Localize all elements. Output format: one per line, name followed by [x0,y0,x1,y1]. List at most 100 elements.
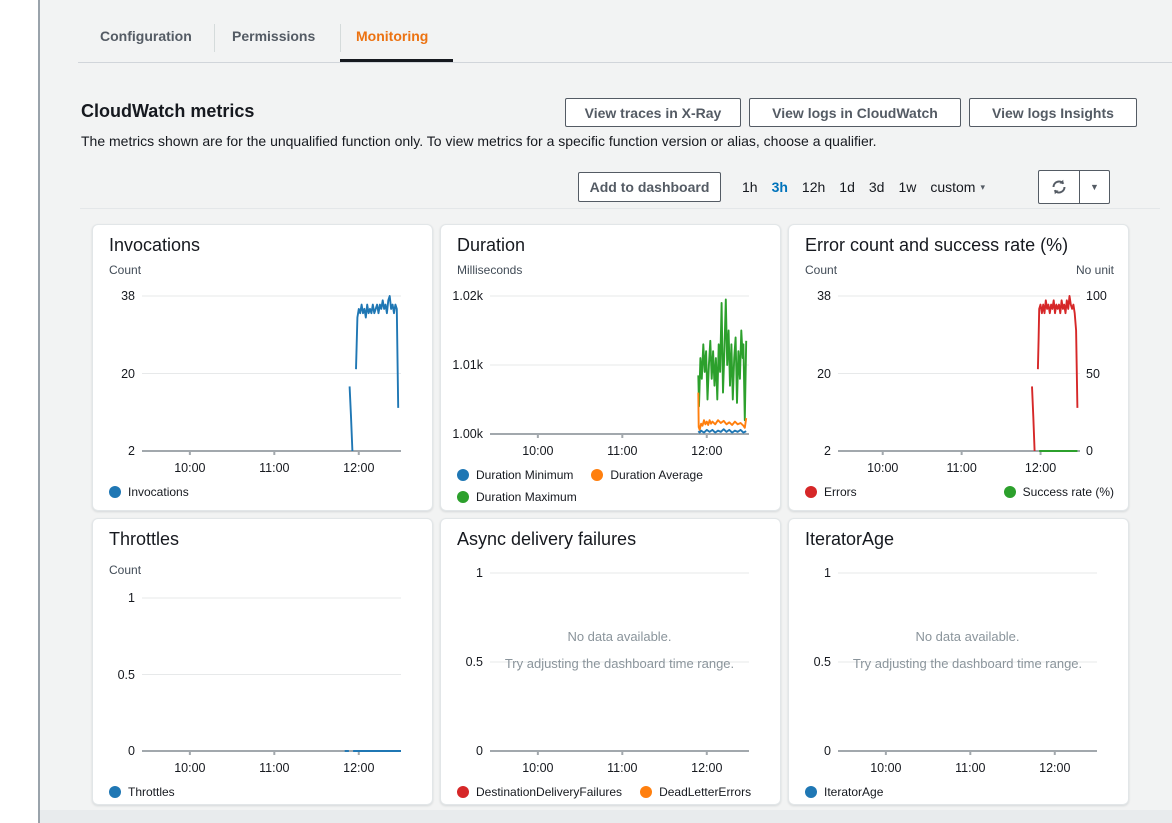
chart-plot-invocations[interactable] [93,225,434,512]
legend-color-dot [640,786,653,798]
time-range-custom[interactable]: custom [930,179,976,195]
time-range-3d[interactable]: 3d [868,179,885,195]
tab-monitoring[interactable]: Monitoring [356,28,429,44]
chart-legend: Duration Maximum [457,490,766,504]
legend-label: Duration Minimum [476,468,574,482]
y-axis-tick-label: 38 [121,289,135,303]
legend-color-dot [591,469,604,481]
y-axis-tick-label: 2 [128,444,135,458]
y-axis-tick-label: 38 [817,289,831,303]
view-traces-xray-button[interactable]: View traces in X-Ray [565,98,741,127]
no-data-subtitle: Try adjusting the dashboard time range. [504,656,735,671]
y-axis-tick-label: 2 [824,444,831,458]
x-axis-tick-label: 10:00 [174,461,206,475]
chart-title: Duration [457,235,526,255]
series-line-errors [1036,295,1079,408]
y-axis-tick-label: 0 [128,744,135,758]
y-axis-tick-label: 1 [824,566,831,580]
time-range-1d[interactable]: 1d [839,179,855,195]
refresh-button[interactable] [1038,170,1080,204]
x-axis-tick-label: 12:00 [691,761,723,775]
y-axis-unit-label: Count [109,263,142,277]
x-axis-tick-label: 12:00 [691,444,723,458]
tab-configuration[interactable]: Configuration [100,28,192,44]
bottom-scroll-track [40,810,1172,823]
y-axis-tick-label: 0 [476,744,483,758]
time-range-1w[interactable]: 1w [898,179,917,195]
time-range-custom-dropdown[interactable]: custom ▾ [930,179,985,195]
x-axis-tick-label: 12:00 [343,761,375,775]
legend-label: Duration Average [610,468,703,482]
legend-color-dot [109,786,121,798]
y-axis-unit-label: Milliseconds [457,263,523,277]
x-axis-tick-label: 12:00 [343,461,375,475]
panel-divider [38,0,40,823]
x-axis-tick-label: 11:00 [259,461,290,475]
time-range-12h[interactable]: 12h [801,179,826,195]
time-range-1h[interactable]: 1h [742,179,758,195]
series-line-invocations [348,386,354,452]
legend-color-dot [805,486,817,498]
legend-label: Invocations [128,485,189,499]
legend-item: Duration Minimum [457,468,573,482]
x-axis-tick-label: 11:00 [607,761,638,775]
legend-item: Duration Maximum [457,490,577,504]
x-axis-tick-label: 10:00 [174,761,206,775]
legend-color-dot [457,491,469,503]
chart-plot-throttles[interactable] [93,519,434,806]
y-axis-tick-label: 1.01k [452,358,483,372]
view-logs-insights-button[interactable]: View logs Insights [969,98,1137,127]
chart-title: Invocations [109,235,201,255]
page-description: The metrics shown are for the unqualifie… [81,133,877,149]
legend-item: IteratorAge [805,785,883,799]
time-range-3h[interactable]: 3h [771,179,788,195]
series-line-invocations [355,295,400,408]
x-axis-tick-label: 10:00 [522,761,554,775]
right-axis-tick-label: 50 [1086,366,1100,381]
legend-item: Success rate (%) [1003,485,1114,499]
chart-plot-errors[interactable] [789,225,1130,512]
y-axis-tick-label: 1 [476,566,483,580]
y-axis-tick-label: 20 [121,366,135,381]
chart-plot-duration[interactable] [441,225,782,512]
view-logs-cloudwatch-button[interactable]: View logs in CloudWatch [749,98,961,127]
legend-item: Invocations [109,485,189,499]
legend-label: Throttles [128,785,175,799]
chart-plot-iterator[interactable] [789,519,1130,806]
y-axis-tick-label: 0.5 [813,655,831,669]
y-axis-tick-label: 0 [824,744,831,758]
series-line-duration-average [697,392,748,431]
chart-card-invocations: Invocations Count 38 20 2 10:00 11:00 12:00 Invo… [92,224,433,511]
x-axis-tick-label: 10:00 [867,461,899,475]
y-axis-tick-label: 1.02k [452,289,483,303]
add-to-dashboard-button[interactable]: Add to dashboard [578,172,721,202]
right-axis-tick-label: 0 [1086,444,1093,458]
right-axis-tick-label: 100 [1086,289,1107,303]
legend-label: DestinationDeliveryFailures [476,785,623,799]
chart-card-errors: Error count and success rate (%) Count No … [788,224,1129,511]
tab-permissions[interactable]: Permissions [232,28,316,44]
chart-title: Async delivery failures [457,529,637,549]
y-axis-tick-label: 1 [128,591,135,605]
x-axis-tick-label: 11:00 [955,761,986,775]
x-axis-tick-label: 11:00 [607,444,638,458]
y-axis-tick-label: 1.00k [452,427,483,441]
chart-legend: Invocations [109,485,418,499]
active-tab-underline [340,59,453,63]
chart-plot-async[interactable] [441,519,782,806]
tab-separator [340,24,341,52]
series-line-duration-maximum [697,298,748,422]
legend-item: Errors [805,485,857,499]
refresh-options-button[interactable]: ▼ [1079,170,1110,204]
refresh-icon [1052,179,1066,195]
legend-label: IteratorAge [824,785,884,799]
legend-color-dot [1003,486,1016,498]
chart-card-throttles: Throttles Count 1 0.5 0 10:00 11:00 12:00 Thrott… [92,518,433,805]
chart-legend: Throttles [109,785,418,799]
series-line-duration-minimum [697,428,747,434]
legend-label: Success rate (%) [1022,485,1114,499]
chart-title: Error count and success rate (%) [805,235,1069,255]
legend-item: DeadLetterErrors [640,785,751,799]
legend-color-dot [805,786,817,798]
chart-legend: Duration Minimum Duration Average [457,468,766,482]
